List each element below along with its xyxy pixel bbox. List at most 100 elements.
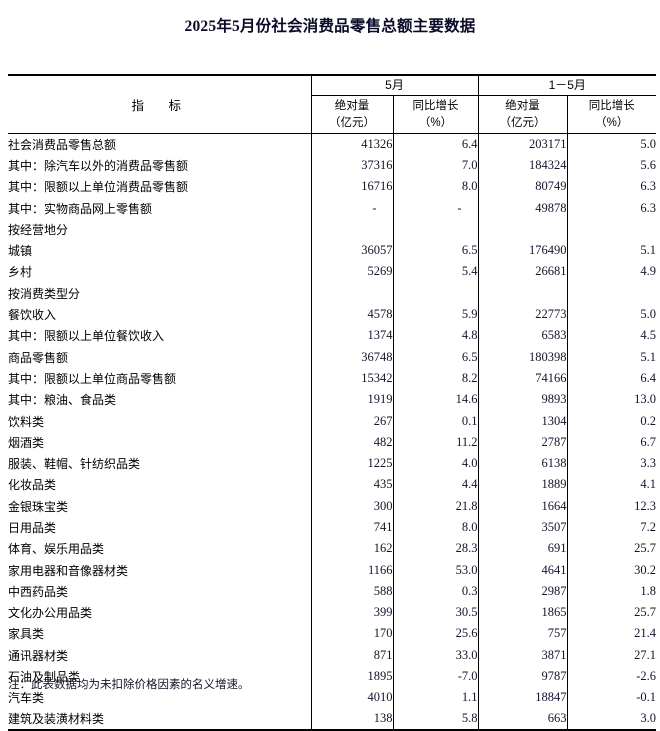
cell-may-yoy: 33.0 — [392, 644, 478, 666]
cell-may-absolute: 267 — [310, 410, 393, 432]
table-row: 餐饮收入 4578 5.9 22773 5.0 — [8, 303, 657, 326]
cell-ytd-yoy: 12.3 — [566, 495, 657, 517]
table-row: 家用电器和音像器材类 1166 53.0 4641 30.2 — [8, 559, 657, 581]
row-label: 其中：限额以上单位餐饮收入 — [8, 329, 165, 344]
cell-may-absolute: 36748 — [310, 346, 393, 368]
header-row-subcolumns: 绝对量 （亿元） 同比增长 （%） 绝对量 （亿元） 同比增长 （%） — [8, 95, 657, 134]
table-row: 化妆品类 435 4.4 1889 4.1 — [8, 474, 657, 496]
cell-ytd-yoy: 6.3 — [566, 197, 657, 219]
table-row: 其中：限额以上单位商品零售额 15342 8.2 74166 6.4 — [8, 367, 657, 390]
cell-ytd-yoy: -2.6 — [566, 665, 657, 688]
ytd-absolute-line2: （亿元） — [499, 116, 546, 129]
column-header-may-yoy: 同比增长 （%） — [392, 95, 478, 134]
cell-ytd-absolute: 757 — [477, 623, 567, 645]
ytd-yoy-line2: （%） — [595, 116, 629, 129]
row-label: 家具类 — [8, 627, 45, 642]
cell-ytd-yoy: -0.1 — [566, 687, 657, 709]
column-header-ytd-yoy: 同比增长 （%） — [566, 95, 657, 134]
row-label: 其中：除汽车以外的消费品零售额 — [8, 158, 189, 173]
table-footnote: 注：此表数据均为未扣除价格因素的名义增速。 — [8, 679, 250, 691]
cell-may-absolute: 435 — [310, 474, 393, 496]
cell-may-yoy: 8.2 — [392, 367, 478, 390]
cell-may-absolute: 41326 — [310, 133, 393, 155]
table-row: 日用品类 741 8.0 3507 7.2 — [8, 516, 657, 539]
table-row: 通讯器材类 871 33.0 3871 27.1 — [8, 644, 657, 666]
cell-ytd-yoy: 21.4 — [566, 623, 657, 645]
row-label: 餐饮收入 — [8, 308, 57, 323]
cell-ytd-yoy: 4.5 — [566, 325, 657, 347]
cell-may-absolute: 588 — [310, 580, 393, 603]
cell-ytd-yoy: 5.0 — [566, 303, 657, 326]
cell-ytd-yoy: 5.1 — [566, 239, 657, 262]
table-row: 家具类 170 25.6 757 21.4 — [8, 623, 657, 645]
cell-ytd-absolute: 3871 — [477, 644, 567, 666]
period-label-jan-may: 1－5月 — [548, 78, 586, 92]
table-row: 石油及制品类 1895 -7.0 9787 -2.6 — [8, 665, 657, 688]
cell-ytd-absolute: 18847 — [477, 687, 567, 709]
table-row: 按经营地分 — [8, 218, 657, 240]
row-label: 按消费类型分 — [8, 286, 81, 301]
cell-may-yoy: 8.0 — [392, 516, 478, 539]
cell-ytd-absolute: 6138 — [477, 452, 567, 475]
column-group-header-jan-may: 1－5月 — [477, 74, 657, 96]
row-label: 通讯器材类 — [8, 648, 69, 663]
cell-may-absolute: 162 — [310, 538, 393, 560]
data-table-container: 指 标 5月 1－5月 绝对量 （亿元） 同比增长 — [8, 74, 657, 731]
cell-may-yoy: 7.0 — [392, 154, 478, 177]
cell-may-absolute: 300 — [310, 495, 393, 517]
cell-may-absolute: 15342 — [310, 367, 393, 390]
cell-may-yoy: -7.0 — [392, 665, 478, 688]
cell-ytd-absolute: 6583 — [477, 325, 567, 347]
cell-ytd-yoy: 6.4 — [566, 367, 657, 390]
cell-ytd-absolute: 1889 — [477, 474, 567, 496]
table-row: 饮料类 267 0.1 1304 0.2 — [8, 410, 657, 432]
row-label: 按经营地分 — [8, 222, 69, 237]
cell-may-absolute — [310, 218, 393, 240]
cell-may-absolute: 399 — [310, 602, 393, 624]
cell-ytd-yoy: 25.7 — [566, 538, 657, 560]
row-label: 中西药品类 — [8, 584, 69, 599]
row-label: 饮料类 — [8, 414, 45, 429]
table-row: 其中：限额以上单位餐饮收入 1374 4.8 6583 4.5 — [8, 325, 657, 347]
cell-ytd-absolute: 74166 — [477, 367, 567, 390]
column-header-indicator: 指 标 — [8, 74, 311, 134]
table-row: 烟酒类 482 11.2 2787 6.7 — [8, 431, 657, 453]
cell-ytd-absolute: 26681 — [477, 261, 567, 283]
cell-may-yoy — [392, 218, 478, 240]
cell-ytd-yoy: 4.9 — [566, 261, 657, 283]
cell-ytd-absolute: 1664 — [477, 495, 567, 517]
row-label: 其中：限额以上单位商品零售额 — [8, 371, 177, 386]
row-label: 家用电器和音像器材类 — [8, 563, 129, 578]
cell-may-absolute: 741 — [310, 516, 393, 539]
cell-may-absolute: 5269 — [310, 261, 393, 283]
page-root: 2025年5月份社会消费品零售总额主要数据 指 标 5月 — [8, 18, 657, 731]
cell-ytd-yoy: 5.6 — [566, 154, 657, 177]
cell-may-yoy: 0.3 — [392, 580, 478, 603]
cell-may-yoy: 1.1 — [392, 687, 478, 709]
cell-ytd-absolute — [477, 218, 567, 240]
cell-ytd-absolute: 180398 — [477, 346, 567, 368]
table-row: 其中：粮油、食品类 1919 14.6 9893 13.0 — [8, 389, 657, 411]
cell-ytd-absolute: 49878 — [477, 197, 567, 219]
cell-ytd-absolute: 4641 — [477, 559, 567, 581]
cell-ytd-absolute: 184324 — [477, 154, 567, 177]
cell-ytd-yoy: 25.7 — [566, 602, 657, 624]
table-row: 建筑及装潢材料类 138 5.8 663 3.0 — [8, 708, 657, 731]
table-row: 城镇 36057 6.5 176490 5.1 — [8, 239, 657, 262]
table-row: 体育、娱乐用品类 162 28.3 691 25.7 — [8, 538, 657, 560]
may-absolute-line1: 绝对量 — [334, 99, 370, 112]
cell-ytd-yoy: 7.2 — [566, 516, 657, 539]
table-row: 按消费类型分 — [8, 282, 657, 304]
table-row: 乡村 5269 5.4 26681 4.9 — [8, 261, 657, 283]
table-row: 服装、鞋帽、针纺织品类 1225 4.0 6138 3.3 — [8, 452, 657, 475]
row-label: 其中：粮油、食品类 — [8, 393, 117, 408]
indicator-header-text: 指 标 — [131, 99, 187, 113]
row-label: 服装、鞋帽、针纺织品类 — [8, 457, 141, 472]
row-label: 其中：限额以上单位消费品零售额 — [8, 180, 189, 195]
table-row: 其中：实物商品网上零售额 - -49878 6.3 — [8, 197, 657, 219]
cell-may-yoy: 5.9 — [392, 303, 478, 326]
may-yoy-line2: （%） — [418, 116, 453, 129]
header-row-period: 指 标 5月 1－5月 — [8, 74, 657, 134]
cell-ytd-yoy: 1.8 — [566, 580, 657, 603]
cell-may-yoy: 4.4 — [392, 474, 478, 496]
